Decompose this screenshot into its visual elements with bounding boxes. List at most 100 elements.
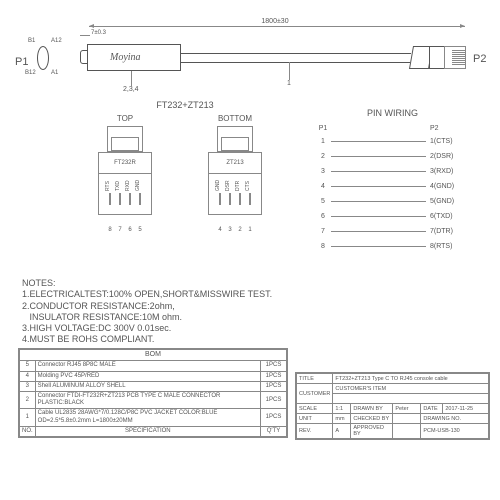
notes-4: 4.MUST BE ROHS COMPLIANT. <box>22 334 272 345</box>
pinwire-right: 3(RXD) <box>426 168 470 175</box>
pinwire-right: 7(DTR) <box>426 228 470 235</box>
pinwire-row: 44(GND) <box>315 179 470 194</box>
tb-date-lbl: DATE <box>421 404 443 414</box>
pin-a1: A1 <box>51 70 58 76</box>
bom-no: 1 <box>20 409 36 426</box>
tb-item-lbl: CUSTOMER'S ITEM <box>333 384 489 394</box>
bom-qty: 1PCS <box>261 381 287 391</box>
pinwire-left: 3 <box>315 168 331 175</box>
rj45-contacts-icon <box>452 49 466 66</box>
pinwire-row: 8 8(RTS) <box>315 239 470 254</box>
notes-2b: INSULATOR RESISTANCE:10M ohm. <box>22 312 272 323</box>
notes-block: NOTES: 1.ELECTRICALTEST:100% OPEN,SHORT&… <box>22 278 272 346</box>
pinwire-right: 6(TXD) <box>426 213 470 220</box>
bom-no: 5 <box>20 361 36 371</box>
callout-234: 2,3,4 <box>123 86 139 93</box>
pcb-pin: CTS <box>249 193 251 205</box>
bom-h-qty: Q'TY <box>261 426 287 436</box>
pinwire-line-icon <box>331 171 426 172</box>
pinwire-right: 1(CTS) <box>426 138 470 145</box>
dim-total-value: 1800±30 <box>235 18 315 25</box>
p2-label: P2 <box>473 53 486 65</box>
bom-spec: Connector RJ45 8P8C MALE <box>35 361 260 371</box>
title-block: TITLE FT232+ZT213 Type C TO RJ45 console… <box>295 372 490 440</box>
pinwire-left: 4 <box>315 183 331 190</box>
pinwire-line-icon <box>331 231 426 232</box>
bom-qty: 1PCS <box>261 409 287 426</box>
tb-title-lbl: TITLE <box>297 374 333 384</box>
pcb-bot-label: BOTTOM <box>200 114 270 123</box>
pinwire-row: 55(GND) <box>315 194 470 209</box>
bom-row: 1Cable UL2835 28AWG*7/0.128C/P8C PVC JAC… <box>20 409 287 426</box>
pinwire-right: 8(RTS) <box>426 243 470 250</box>
pinwire-line-icon <box>331 186 426 187</box>
dim-plug <box>80 35 90 36</box>
pcb-pin-signal: DTR <box>235 171 241 191</box>
pinwire-row: 7 7(DTR) <box>315 224 470 239</box>
pinwire-left: 6 <box>315 213 331 220</box>
pcb-pin-number: 4 <box>216 227 224 233</box>
pcb-pin-number: 3 <box>226 227 234 233</box>
pinwire-left: 2 <box>315 153 331 160</box>
notes-3: 3.HIGH VOLTAGE:DC 300V 0.01sec. <box>22 323 272 334</box>
pcb-pin-number: 8 <box>106 227 114 233</box>
pcb-top-connector-icon <box>107 126 143 152</box>
bom-spec: Cable UL2835 28AWG*7/0.128C/P8C PVC JACK… <box>35 409 260 426</box>
pin-b1: B1 <box>28 38 35 44</box>
bom-qty: 1PCS <box>261 361 287 371</box>
tb-cust <box>333 394 489 404</box>
pcb-pin-signal: TXD <box>115 171 121 191</box>
bom-table: BOM 5Connector RJ45 8P8C MALE1PCS4Moldin… <box>18 348 288 438</box>
tb-drawn: Peter <box>393 404 421 414</box>
pcb-top: TOP FT232R RTSTXDRXDGND 8765 <box>90 114 160 233</box>
pcb-pin-signal: GND <box>215 171 221 191</box>
pcb-top-label: TOP <box>90 114 160 123</box>
pinwire-row: 1 1(CTS) <box>315 134 470 149</box>
pcb-pin-signal: RXD <box>125 171 131 191</box>
bom-no: 4 <box>20 371 36 381</box>
pcb-bottom: BOTTOM ZT213 GNDDSRDTRCTS 4321 <box>200 114 270 233</box>
usbc-housing: Moyina <box>87 44 181 71</box>
pinwire-line-icon <box>331 216 426 217</box>
tb-date: 2017-11-25 <box>443 404 489 414</box>
notes-1: 1.ELECTRICALTEST:100% OPEN,SHORT&MISSWIR… <box>22 289 272 300</box>
pinwire-h2: P2 <box>426 125 470 132</box>
callout-1: 1 <box>287 80 291 87</box>
pinwire-line-icon <box>331 141 426 142</box>
pcb-pin-number: 7 <box>116 227 124 233</box>
tb-check-lbl: CHECKED BY <box>351 414 393 424</box>
tb-drawno-lbl: DRAWING NO. <box>421 414 489 424</box>
pinwire-right: 5(GND) <box>426 198 470 205</box>
pcb-pin-number: 5 <box>136 227 144 233</box>
pcb-pin-signal: CTS <box>245 171 251 191</box>
brand-label: Moyina <box>110 52 141 63</box>
pinwire-left: 1 <box>315 138 331 145</box>
pcb-pin: DSR <box>229 193 231 205</box>
pinwire-line-icon <box>331 156 426 157</box>
dim-plug-value: 7±0.3 <box>91 30 106 36</box>
pcb-pin-signal: RTS <box>105 171 111 191</box>
dim-total <box>89 26 465 27</box>
pinwire-line-icon <box>331 201 426 202</box>
pcb-pin-number: 1 <box>246 227 254 233</box>
tb-pn: PCM-USB-130 <box>421 424 489 439</box>
bom-no: 2 <box>20 391 36 408</box>
pinwire-h1: P1 <box>315 125 331 132</box>
rj45-mid <box>429 46 445 69</box>
pcb-pin: GND <box>139 193 141 205</box>
pcb-views: FT232+ZT213 TOP FT232R RTSTXDRXDGND 8765… <box>70 100 300 245</box>
tb-cust-lbl: CUSTOMER <box>297 384 333 404</box>
pcb-pin-number: 6 <box>126 227 134 233</box>
pinwire-title: PIN WIRING <box>315 108 470 118</box>
pcb-pin: RTS <box>109 193 111 205</box>
bom-row: 5Connector RJ45 8P8C MALE1PCS <box>20 361 287 371</box>
bom-spec: Connector FTDI-FT232R+ZT213 PCB TYPE C M… <box>35 391 260 408</box>
pcb-pin: GND <box>219 193 221 205</box>
cable-top-line <box>181 53 411 54</box>
tb-unit-lbl: UNIT <box>297 414 333 424</box>
bom-row: 3Shell ALUMINUM ALLOY SHELL1PCS <box>20 381 287 391</box>
bom-no: 3 <box>20 381 36 391</box>
pinwire-left: 8 <box>315 243 331 250</box>
pinwire-left: 7 <box>315 228 331 235</box>
tb-drawn-lbl: DRAWN BY <box>351 404 393 414</box>
